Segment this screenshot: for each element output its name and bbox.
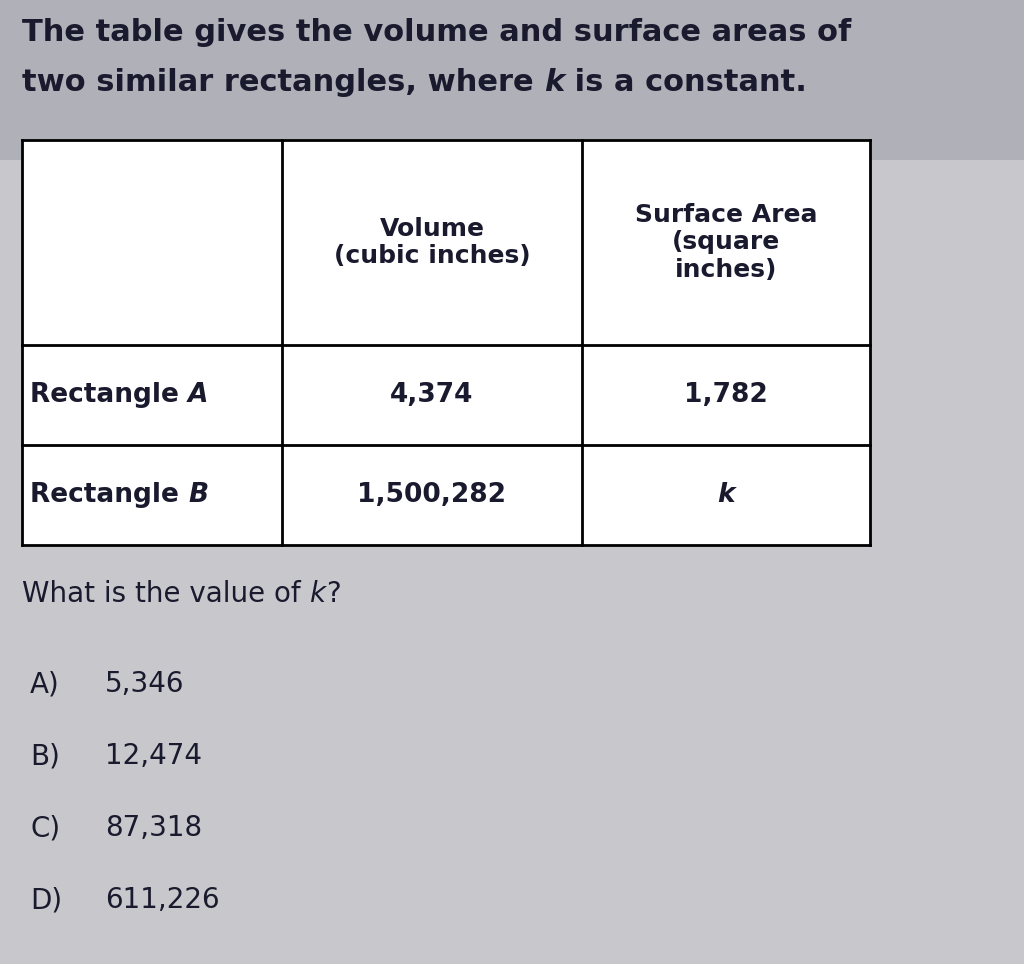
Text: k: k xyxy=(544,68,564,97)
Text: two similar rectangles, where: two similar rectangles, where xyxy=(22,68,544,97)
Text: Rectangle: Rectangle xyxy=(30,382,188,408)
Text: 611,226: 611,226 xyxy=(105,886,219,914)
Text: B: B xyxy=(188,482,208,508)
Bar xyxy=(0,0,1024,160)
Text: What is the value of: What is the value of xyxy=(22,580,309,608)
Text: D): D) xyxy=(30,886,62,914)
Text: A): A) xyxy=(30,670,59,698)
Text: Rectangle: Rectangle xyxy=(30,482,188,508)
Text: The table gives the volume and surface areas of: The table gives the volume and surface a… xyxy=(22,18,851,47)
Text: 87,318: 87,318 xyxy=(105,814,202,842)
Text: B): B) xyxy=(30,742,59,770)
Bar xyxy=(22,140,870,545)
Text: 1,782: 1,782 xyxy=(684,382,768,408)
Text: 12,474: 12,474 xyxy=(105,742,202,770)
Text: 4,374: 4,374 xyxy=(390,382,474,408)
Text: k: k xyxy=(309,580,326,608)
Text: A: A xyxy=(188,382,208,408)
Text: 1,500,282: 1,500,282 xyxy=(357,482,507,508)
Text: Surface Area
(square
inches): Surface Area (square inches) xyxy=(635,202,817,282)
Text: C): C) xyxy=(30,814,60,842)
Text: Volume
(cubic inches): Volume (cubic inches) xyxy=(334,217,530,268)
Text: k: k xyxy=(717,482,735,508)
Text: 5,346: 5,346 xyxy=(105,670,184,698)
Text: ?: ? xyxy=(326,580,340,608)
Text: is a constant.: is a constant. xyxy=(564,68,807,97)
